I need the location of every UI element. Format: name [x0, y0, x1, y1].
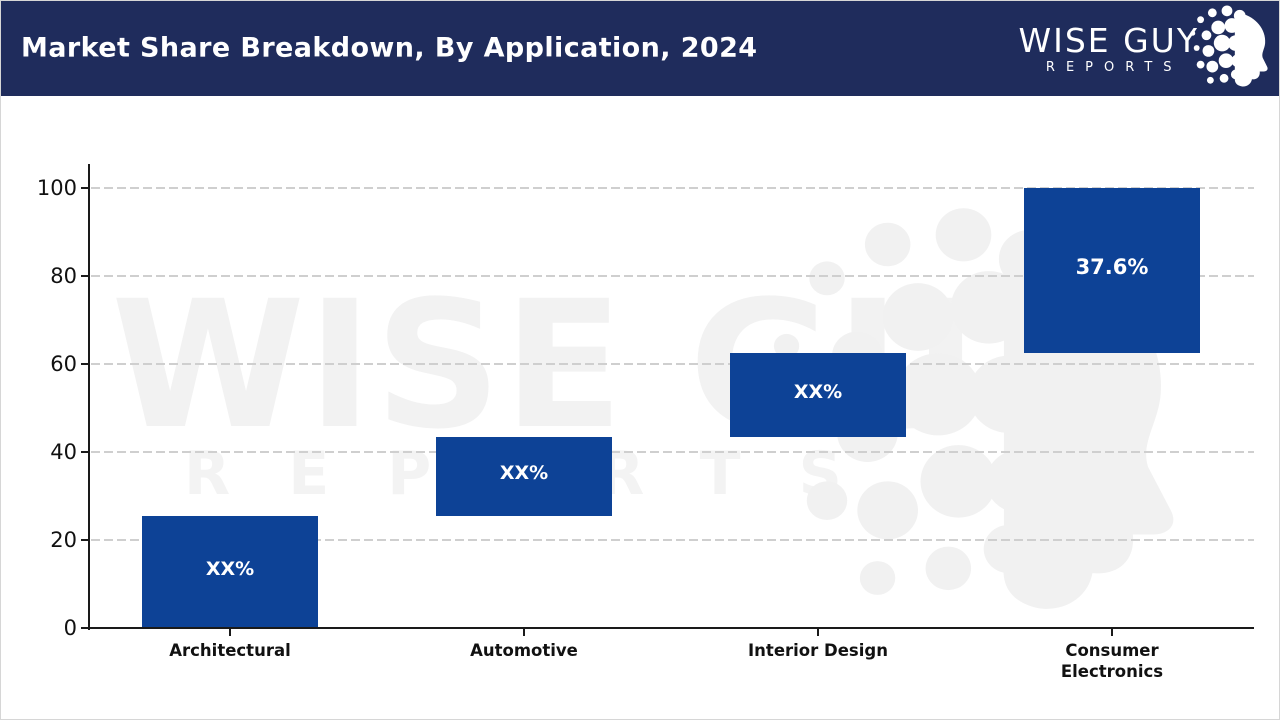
y-tick-label: 0 — [63, 616, 77, 640]
bar-interior-design — [730, 353, 906, 438]
brand-logo-text: WISE GUY REPORTS — [1018, 21, 1199, 75]
bar-value-label: 37.6% — [1075, 254, 1149, 279]
y-tick-label: 80 — [50, 264, 77, 288]
y-tick-label: 40 — [50, 440, 77, 464]
y-tick-mark — [81, 187, 89, 189]
bar-architectural — [142, 515, 318, 628]
x-tick-mark — [1111, 629, 1113, 636]
page-title: Market Share Breakdown, By Application, … — [21, 32, 758, 64]
gridline — [91, 275, 1254, 277]
gridline — [91, 187, 1254, 189]
x-tick-mark — [817, 629, 819, 636]
y-axis — [88, 164, 90, 630]
gridline — [91, 451, 1254, 453]
bar-value-label: XX% — [205, 557, 255, 580]
x-category-label-interior-design: Interior Design — [748, 641, 888, 660]
y-tick-label: 100 — [36, 176, 77, 200]
brand-subname: REPORTS — [1045, 60, 1183, 75]
y-tick-label: 60 — [50, 352, 77, 376]
x-tick-mark — [523, 629, 525, 636]
y-tick-mark — [81, 539, 89, 541]
bar-consumer-electronics — [1024, 188, 1200, 354]
header-bar: Market Share Breakdown, By Application, … — [1, 1, 1279, 96]
x-category-label-consumer-electronics: Consumer Electronics — [1060, 641, 1164, 681]
x-category-label-architectural: Architectural — [169, 641, 291, 660]
x-tick-mark — [229, 629, 231, 636]
gridline — [91, 539, 1254, 541]
bar-value-label: XX% — [499, 462, 549, 485]
x-axis — [88, 627, 1254, 629]
y-tick-mark — [81, 627, 89, 629]
brand-logo: WISE GUY REPORTS — [1018, 4, 1271, 92]
y-tick-mark — [81, 363, 89, 365]
brand-name: WISE GUY — [1018, 21, 1199, 60]
y-tick-mark — [81, 451, 89, 453]
bar-value-label: XX% — [793, 380, 843, 403]
bar-automotive — [436, 437, 612, 516]
y-tick-mark — [81, 275, 89, 277]
gridline — [91, 363, 1254, 365]
x-category-label-automotive: Automotive — [470, 641, 578, 660]
y-tick-label: 20 — [50, 528, 77, 552]
